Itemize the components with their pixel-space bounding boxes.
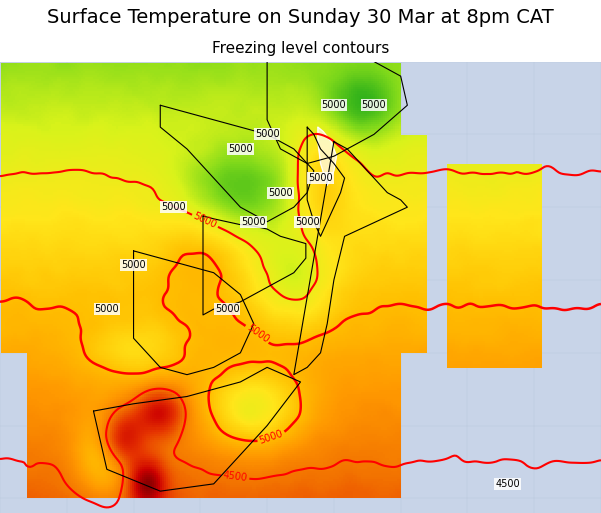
Text: 5000: 5000 bbox=[322, 100, 346, 110]
Text: 5000: 5000 bbox=[94, 304, 119, 314]
Text: 5000: 5000 bbox=[215, 304, 239, 314]
Text: 5000: 5000 bbox=[258, 429, 285, 446]
Text: 4500: 4500 bbox=[222, 470, 248, 483]
Text: 5000: 5000 bbox=[255, 129, 279, 140]
Text: 5000: 5000 bbox=[228, 144, 252, 154]
Text: 5000: 5000 bbox=[268, 188, 293, 198]
Text: 5000: 5000 bbox=[192, 211, 218, 230]
Text: 5000: 5000 bbox=[295, 217, 320, 227]
Text: 5000: 5000 bbox=[308, 173, 333, 183]
Text: Surface Temperature on Sunday 30 Mar at 8pm CAT: Surface Temperature on Sunday 30 Mar at … bbox=[47, 8, 554, 27]
Text: 5000: 5000 bbox=[121, 261, 146, 270]
Text: 4500: 4500 bbox=[495, 479, 520, 489]
Polygon shape bbox=[318, 127, 337, 185]
Text: Freezing level contours: Freezing level contours bbox=[212, 41, 389, 55]
Text: 5000: 5000 bbox=[362, 100, 386, 110]
Text: 5000: 5000 bbox=[242, 217, 266, 227]
Text: 5000: 5000 bbox=[161, 202, 186, 212]
Text: 5000: 5000 bbox=[245, 323, 270, 345]
